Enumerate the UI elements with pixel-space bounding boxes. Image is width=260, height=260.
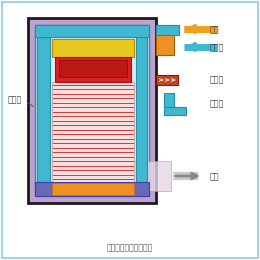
Bar bbox=[156, 25, 179, 35]
Text: 天然气: 天然气 bbox=[210, 43, 224, 53]
Bar bbox=[156, 25, 174, 55]
Bar bbox=[136, 27, 147, 194]
Bar bbox=[35, 25, 149, 37]
Bar bbox=[52, 39, 134, 57]
Bar bbox=[35, 25, 149, 196]
Bar bbox=[28, 18, 156, 203]
Text: 出水口: 出水口 bbox=[210, 75, 224, 84]
Bar bbox=[52, 183, 134, 195]
Text: 回水口: 回水口 bbox=[210, 100, 224, 108]
Bar bbox=[55, 57, 131, 82]
Text: 空气: 空气 bbox=[210, 25, 219, 35]
Text: 全预混燃烧工作示意图: 全预混燃烧工作示意图 bbox=[107, 244, 153, 252]
Bar bbox=[126, 161, 171, 191]
Text: 混气腔: 混气腔 bbox=[8, 95, 22, 105]
Bar bbox=[164, 93, 174, 115]
Bar bbox=[156, 75, 178, 85]
Bar bbox=[52, 82, 134, 182]
Bar bbox=[59, 60, 127, 77]
Bar bbox=[37, 27, 50, 194]
Bar bbox=[35, 182, 149, 196]
Bar bbox=[164, 107, 186, 115]
Text: 烟气: 烟气 bbox=[210, 172, 219, 181]
